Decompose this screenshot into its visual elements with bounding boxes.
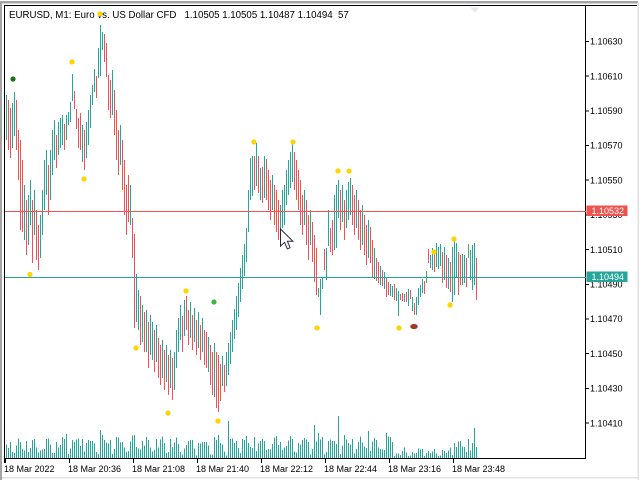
svg-text:1.10490: 1.10490: [590, 280, 623, 290]
svg-text:18 Mar 22:44: 18 Mar 22:44: [324, 464, 377, 474]
svg-text:18 Mar 21:40: 18 Mar 21:40: [196, 464, 249, 474]
svg-text:18 Mar 21:08: 18 Mar 21:08: [132, 464, 185, 474]
svg-text:18 Mar 2022: 18 Mar 2022: [4, 464, 55, 474]
svg-text:18 Mar 20:36: 18 Mar 20:36: [68, 464, 121, 474]
svg-text:1.10610: 1.10610: [590, 71, 623, 81]
svg-text:1.10430: 1.10430: [590, 384, 623, 394]
svg-text:1.10510: 1.10510: [590, 245, 623, 255]
svg-text:18 Mar 22:12: 18 Mar 22:12: [260, 464, 313, 474]
svg-text:18 Mar 23:48: 18 Mar 23:48: [452, 464, 505, 474]
svg-text:18 Mar 23:16: 18 Mar 23:16: [388, 464, 441, 474]
svg-text:1.10410: 1.10410: [590, 418, 623, 428]
svg-text:1.10494: 1.10494: [592, 272, 625, 282]
svg-text:1.10590: 1.10590: [590, 106, 623, 116]
svg-text:1.10532: 1.10532: [592, 206, 625, 216]
svg-text:1.10550: 1.10550: [590, 175, 623, 185]
svg-text:EURUSD, M1: Euro vs. US Dollar: EURUSD, M1: Euro vs. US Dollar CFD 1.105…: [9, 10, 349, 21]
svg-text:1.10570: 1.10570: [590, 141, 623, 151]
svg-text:1.10450: 1.10450: [590, 349, 623, 359]
svg-text:1.10470: 1.10470: [590, 314, 623, 324]
svg-text:1.10630: 1.10630: [590, 37, 623, 47]
